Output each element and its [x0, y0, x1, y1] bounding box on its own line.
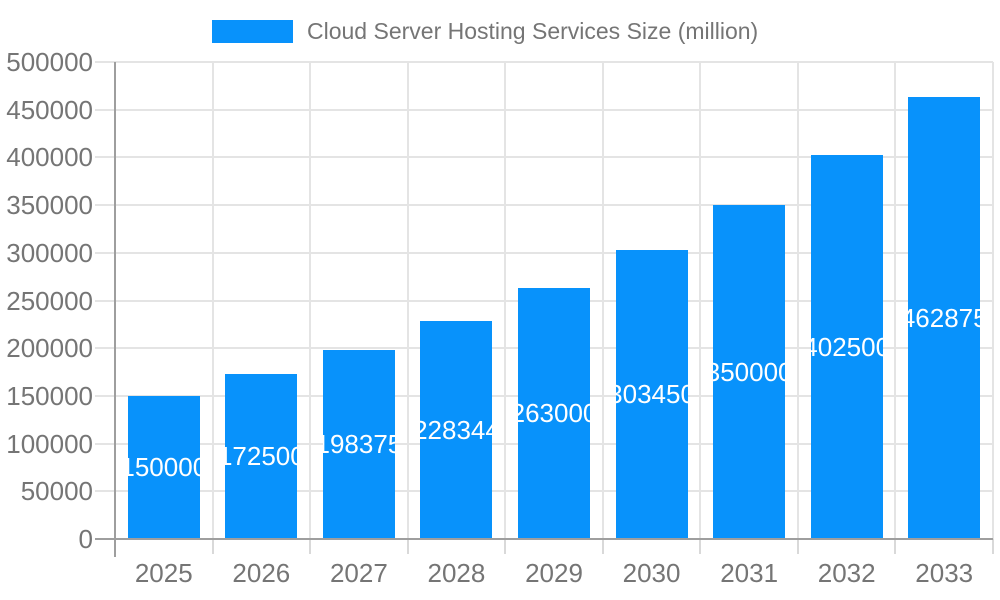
- x-axis-tick: [796, 539, 799, 554]
- bar-value-label: 228344: [420, 414, 492, 445]
- x-axis-tick: [406, 539, 409, 554]
- x-axis-tick-label: 2032: [817, 558, 876, 588]
- chart-bar[interactable]: 350000: [713, 205, 786, 539]
- bar-value-label: 150000: [128, 452, 200, 482]
- bar-value-label: 172500: [225, 441, 297, 471]
- y-axis-tick-label: 450000: [6, 94, 93, 125]
- x-axis-tick: [504, 539, 507, 554]
- y-axis-line: [114, 62, 116, 557]
- y-gridline: [95, 251, 993, 254]
- x-gridline: [699, 62, 702, 539]
- x-axis-line: [95, 538, 993, 540]
- y-gridline: [95, 156, 993, 159]
- x-axis-tick: [309, 539, 312, 554]
- chart-bar[interactable]: 462875: [908, 97, 981, 539]
- x-gridline: [601, 62, 604, 539]
- chart-bar[interactable]: 263000: [518, 288, 590, 539]
- x-axis-tick: [601, 539, 604, 554]
- x-axis-tick: [699, 539, 702, 554]
- chart-bar[interactable]: 228344: [420, 321, 493, 539]
- legend-swatch: [212, 20, 293, 43]
- y-gridline: [95, 108, 993, 111]
- y-axis-tick-label: 500000: [6, 47, 93, 77]
- x-axis-tick-label: 2029: [525, 558, 583, 588]
- chart-bar[interactable]: 172500: [225, 374, 298, 539]
- legend-label: Cloud Server Hosting Services Size (mill…: [307, 18, 759, 44]
- bar-value-label: 402500: [811, 331, 883, 362]
- x-gridline: [796, 62, 799, 539]
- bar-value-label: 198375: [323, 429, 395, 459]
- bar-value-label: 263000: [518, 398, 590, 428]
- y-gridline: [95, 61, 993, 63]
- y-axis-tick-label: 50000: [20, 476, 93, 507]
- bar-value-label: 462875: [908, 302, 980, 333]
- y-axis-tick-label: 350000: [6, 190, 93, 221]
- y-axis-tick-label: 100000: [6, 428, 93, 459]
- x-axis-tick-label: 2031: [720, 558, 779, 588]
- x-axis-tick: [894, 539, 897, 554]
- x-axis-tick-label: 2025: [134, 558, 193, 588]
- x-gridline: [309, 62, 312, 539]
- x-gridline: [406, 62, 409, 539]
- y-axis-tick-label: 400000: [6, 142, 93, 173]
- chart-bar[interactable]: 402500: [810, 155, 883, 539]
- legend-item[interactable]: Cloud Server Hosting Services Size (mill…: [212, 18, 758, 45]
- x-gridline: [211, 62, 214, 539]
- x-axis-tick-label: 2026: [232, 558, 291, 588]
- chart-bar[interactable]: 150000: [127, 396, 200, 539]
- bar-value-label: 303450: [616, 379, 688, 409]
- y-axis-tick-label: 0: [78, 524, 93, 554]
- chart-bar[interactable]: 303450: [615, 250, 688, 539]
- y-axis-tick-label: 200000: [6, 333, 93, 364]
- x-axis-tick-label: 2027: [329, 558, 388, 588]
- x-gridline: [894, 62, 897, 539]
- y-axis-tick-label: 150000: [6, 380, 93, 411]
- bar-value-label: 350000: [713, 356, 785, 387]
- x-gridline: [504, 62, 507, 539]
- x-gridline: [992, 62, 994, 539]
- x-axis-tick: [211, 539, 214, 554]
- x-axis-tick-label: 2028: [427, 558, 486, 588]
- y-gridline: [95, 204, 993, 207]
- y-axis-tick-label: 300000: [6, 237, 93, 268]
- x-axis-tick: [992, 539, 994, 554]
- x-axis-tick-label: 2033: [915, 558, 974, 588]
- y-axis-tick-label: 250000: [6, 285, 93, 316]
- chart-bar[interactable]: 198375: [322, 350, 395, 539]
- x-axis-tick-label: 2030: [622, 558, 681, 588]
